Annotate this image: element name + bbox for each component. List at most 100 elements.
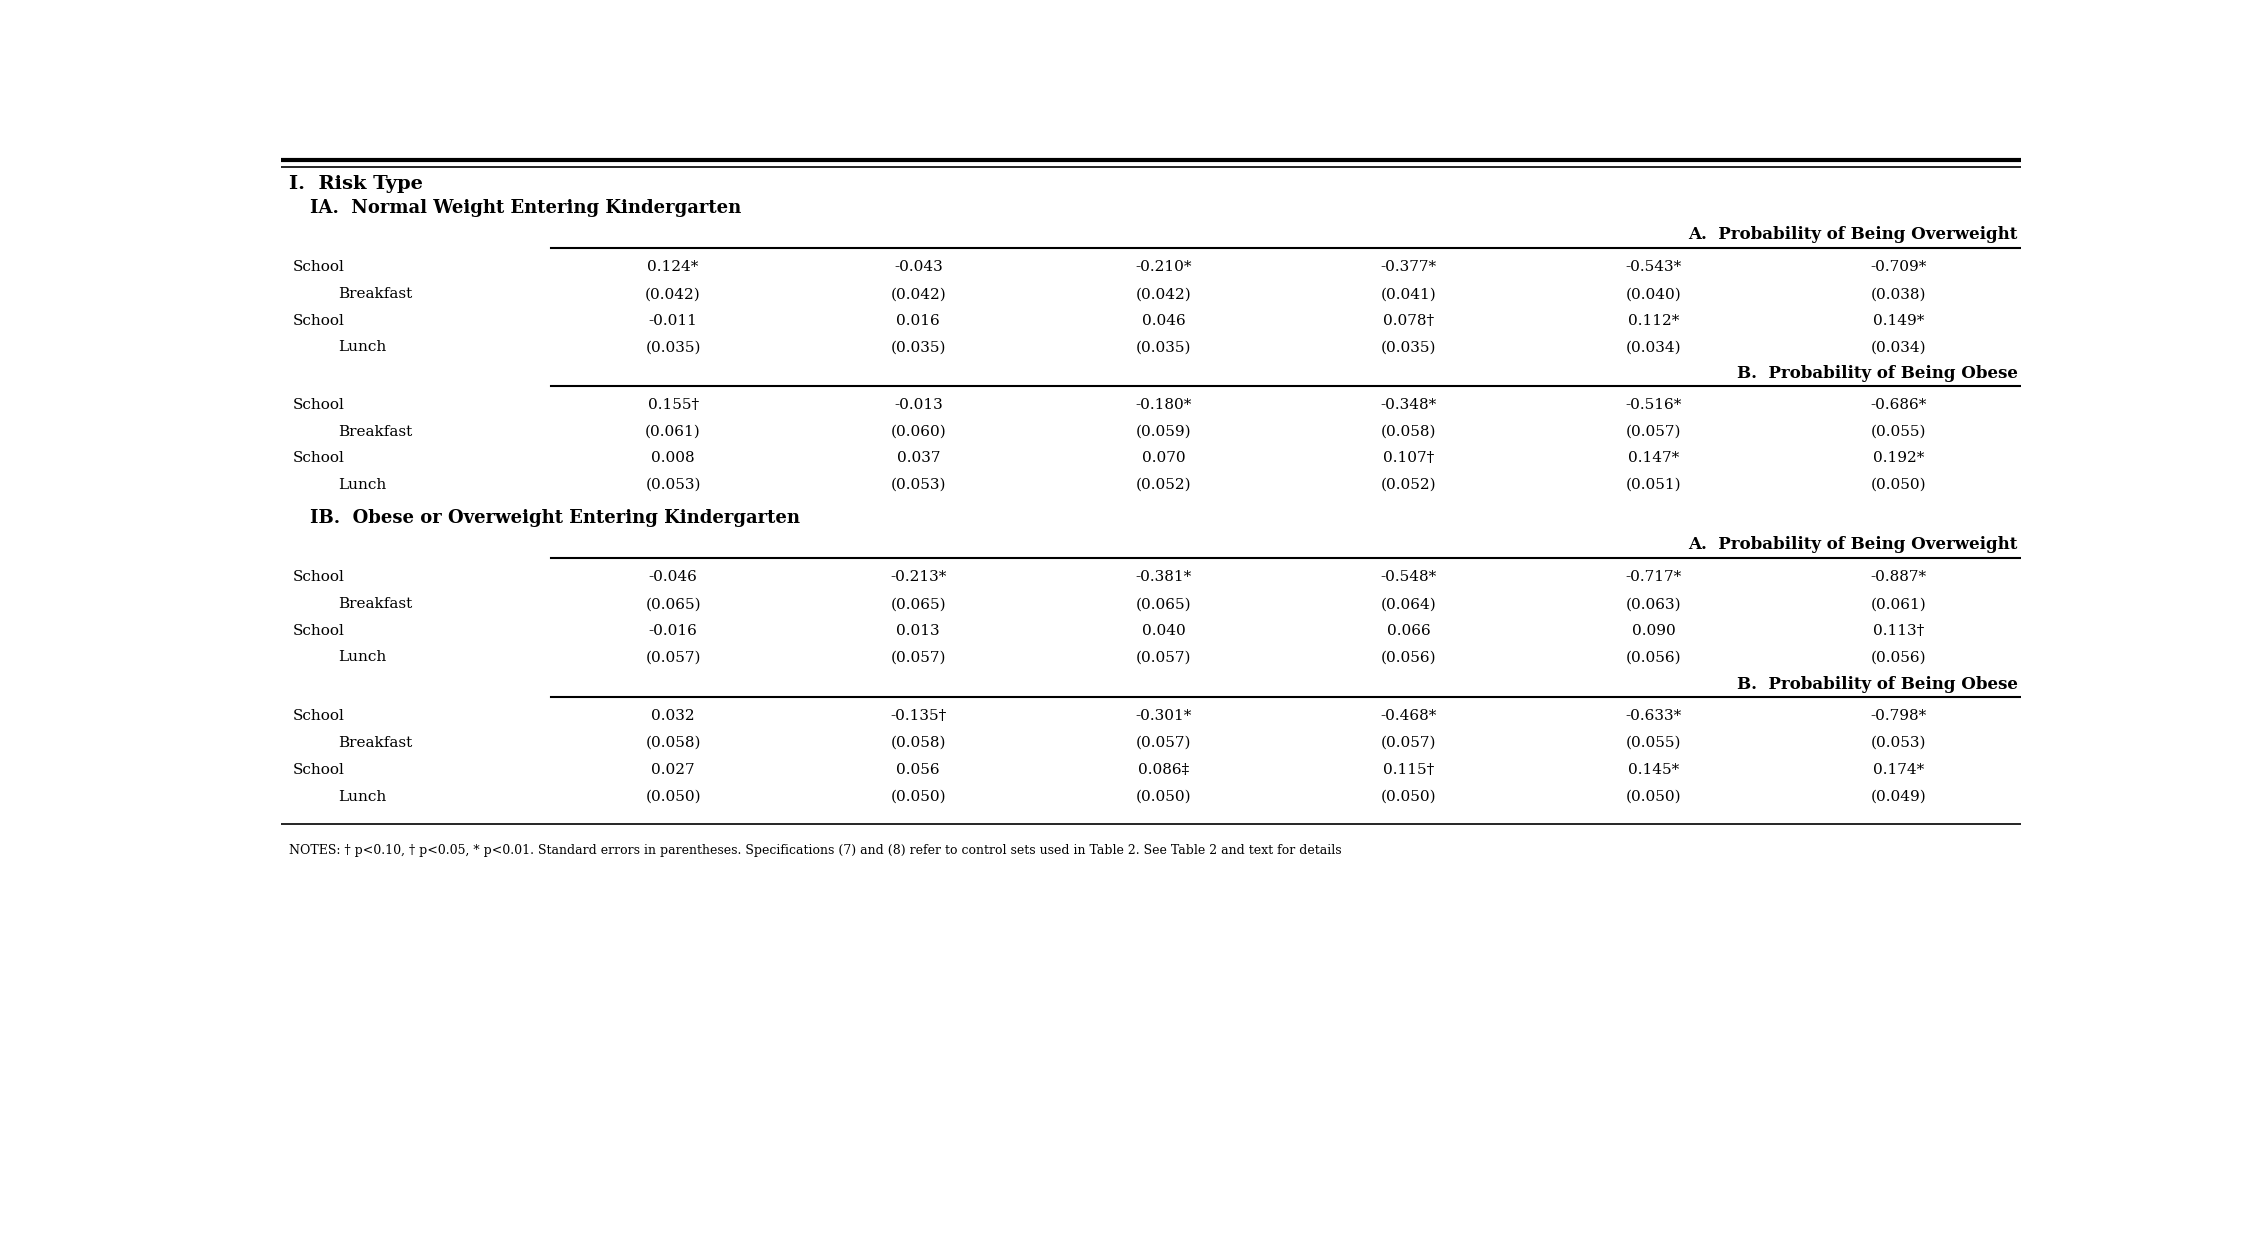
Text: Breakfast: Breakfast xyxy=(339,598,413,611)
Text: (0.035): (0.035) xyxy=(1381,340,1435,354)
Text: (0.063): (0.063) xyxy=(1626,598,1682,611)
Text: Lunch: Lunch xyxy=(339,650,386,664)
Text: 0.008: 0.008 xyxy=(651,451,694,465)
Text: NOTES: † p<0.10, † p<0.05, * p<0.01. Standard errors in parentheses. Specificati: NOTES: † p<0.10, † p<0.05, * p<0.01. Sta… xyxy=(290,844,1343,858)
Text: -0.468*: -0.468* xyxy=(1381,709,1437,722)
Text: (0.050): (0.050) xyxy=(1381,790,1437,804)
Text: 0.032: 0.032 xyxy=(651,709,694,722)
Text: B.  Probability of Being Obese: B. Probability of Being Obese xyxy=(1736,676,2017,692)
Text: A.  Probability of Being Overweight: A. Probability of Being Overweight xyxy=(1689,226,2017,244)
Text: School: School xyxy=(292,398,346,412)
Text: -0.887*: -0.887* xyxy=(1871,570,1927,584)
Text: Breakfast: Breakfast xyxy=(339,288,413,301)
Text: (0.057): (0.057) xyxy=(1381,736,1435,750)
Text: Breakfast: Breakfast xyxy=(339,736,413,750)
Text: 0.070: 0.070 xyxy=(1141,451,1186,465)
Text: 0.016: 0.016 xyxy=(896,314,941,329)
Text: (0.050): (0.050) xyxy=(1871,478,1927,492)
Text: -0.548*: -0.548* xyxy=(1381,570,1437,584)
Text: Lunch: Lunch xyxy=(339,478,386,492)
Text: School: School xyxy=(292,451,346,465)
Text: (0.035): (0.035) xyxy=(645,340,701,354)
Text: (0.057): (0.057) xyxy=(645,650,701,664)
Text: (0.065): (0.065) xyxy=(645,598,701,611)
Text: (0.059): (0.059) xyxy=(1136,425,1190,439)
Text: (0.035): (0.035) xyxy=(1136,340,1190,354)
Text: (0.034): (0.034) xyxy=(1626,340,1682,354)
Text: -0.043: -0.043 xyxy=(894,260,943,275)
Text: IA.  Normal Weight Entering Kindergarten: IA. Normal Weight Entering Kindergarten xyxy=(310,199,741,216)
Text: (0.061): (0.061) xyxy=(645,425,701,439)
Text: -0.798*: -0.798* xyxy=(1871,709,1927,722)
Text: IB.  Obese or Overweight Entering Kindergarten: IB. Obese or Overweight Entering Kinderg… xyxy=(310,509,800,526)
Text: (0.052): (0.052) xyxy=(1381,478,1437,492)
Text: 0.013: 0.013 xyxy=(896,624,941,639)
Text: 0.086‡: 0.086‡ xyxy=(1139,762,1188,776)
Text: Lunch: Lunch xyxy=(339,790,386,804)
Text: (0.050): (0.050) xyxy=(889,790,946,804)
Text: (0.042): (0.042) xyxy=(645,288,701,301)
Text: (0.065): (0.065) xyxy=(889,598,946,611)
Text: (0.057): (0.057) xyxy=(1136,650,1190,664)
Text: (0.058): (0.058) xyxy=(645,736,701,750)
Text: 0.046: 0.046 xyxy=(1141,314,1186,329)
Text: School: School xyxy=(292,570,346,584)
Text: (0.052): (0.052) xyxy=(1136,478,1190,492)
Text: 0.027: 0.027 xyxy=(651,762,694,776)
Text: 0.113†: 0.113† xyxy=(1873,624,1925,639)
Text: 0.155†: 0.155† xyxy=(647,398,699,412)
Text: -0.135†: -0.135† xyxy=(889,709,946,722)
Text: (0.049): (0.049) xyxy=(1871,790,1927,804)
Text: -0.633*: -0.633* xyxy=(1626,709,1682,722)
Text: -0.213*: -0.213* xyxy=(889,570,946,584)
Text: A.  Probability of Being Overweight: A. Probability of Being Overweight xyxy=(1689,536,2017,552)
Text: -0.301*: -0.301* xyxy=(1134,709,1193,722)
Text: 0.115†: 0.115† xyxy=(1384,762,1435,776)
Text: (0.050): (0.050) xyxy=(645,790,701,804)
Text: (0.056): (0.056) xyxy=(1381,650,1437,664)
Text: (0.055): (0.055) xyxy=(1871,425,1927,439)
Text: School: School xyxy=(292,762,346,776)
Text: (0.057): (0.057) xyxy=(889,650,946,664)
Text: School: School xyxy=(292,709,346,722)
Text: (0.060): (0.060) xyxy=(889,425,946,439)
Text: School: School xyxy=(292,624,346,639)
Text: (0.050): (0.050) xyxy=(1626,790,1682,804)
Text: School: School xyxy=(292,314,346,329)
Text: -0.011: -0.011 xyxy=(649,314,699,329)
Text: (0.057): (0.057) xyxy=(1626,425,1682,439)
Text: (0.058): (0.058) xyxy=(889,736,946,750)
Text: -0.717*: -0.717* xyxy=(1626,570,1682,584)
Text: (0.057): (0.057) xyxy=(1136,736,1190,750)
Text: -0.543*: -0.543* xyxy=(1626,260,1682,275)
Text: 0.192*: 0.192* xyxy=(1873,451,1925,465)
Text: (0.058): (0.058) xyxy=(1381,425,1435,439)
Text: -0.016: -0.016 xyxy=(649,624,699,639)
Text: (0.055): (0.055) xyxy=(1626,736,1682,750)
Text: -0.686*: -0.686* xyxy=(1871,398,1927,412)
Text: (0.056): (0.056) xyxy=(1626,650,1682,664)
Text: (0.035): (0.035) xyxy=(889,340,946,354)
Text: 0.174*: 0.174* xyxy=(1873,762,1925,776)
Text: (0.040): (0.040) xyxy=(1626,288,1682,301)
Text: 0.066: 0.066 xyxy=(1386,624,1431,639)
Text: (0.041): (0.041) xyxy=(1381,288,1437,301)
Text: (0.042): (0.042) xyxy=(889,288,946,301)
Text: (0.034): (0.034) xyxy=(1871,340,1927,354)
Text: (0.051): (0.051) xyxy=(1626,478,1682,492)
Text: 0.107†: 0.107† xyxy=(1384,451,1435,465)
Text: (0.042): (0.042) xyxy=(1136,288,1190,301)
Text: (0.050): (0.050) xyxy=(1136,790,1190,804)
Text: -0.210*: -0.210* xyxy=(1134,260,1193,275)
Text: 0.037: 0.037 xyxy=(896,451,941,465)
Text: -0.348*: -0.348* xyxy=(1381,398,1437,412)
Text: (0.065): (0.065) xyxy=(1136,598,1190,611)
Text: Breakfast: Breakfast xyxy=(339,425,413,439)
Text: I.  Risk Type: I. Risk Type xyxy=(290,175,422,192)
Text: 0.090: 0.090 xyxy=(1633,624,1676,639)
Text: Lunch: Lunch xyxy=(339,340,386,354)
Text: (0.053): (0.053) xyxy=(645,478,701,492)
Text: -0.381*: -0.381* xyxy=(1134,570,1193,584)
Text: -0.013: -0.013 xyxy=(894,398,943,412)
Text: 0.056: 0.056 xyxy=(896,762,941,776)
